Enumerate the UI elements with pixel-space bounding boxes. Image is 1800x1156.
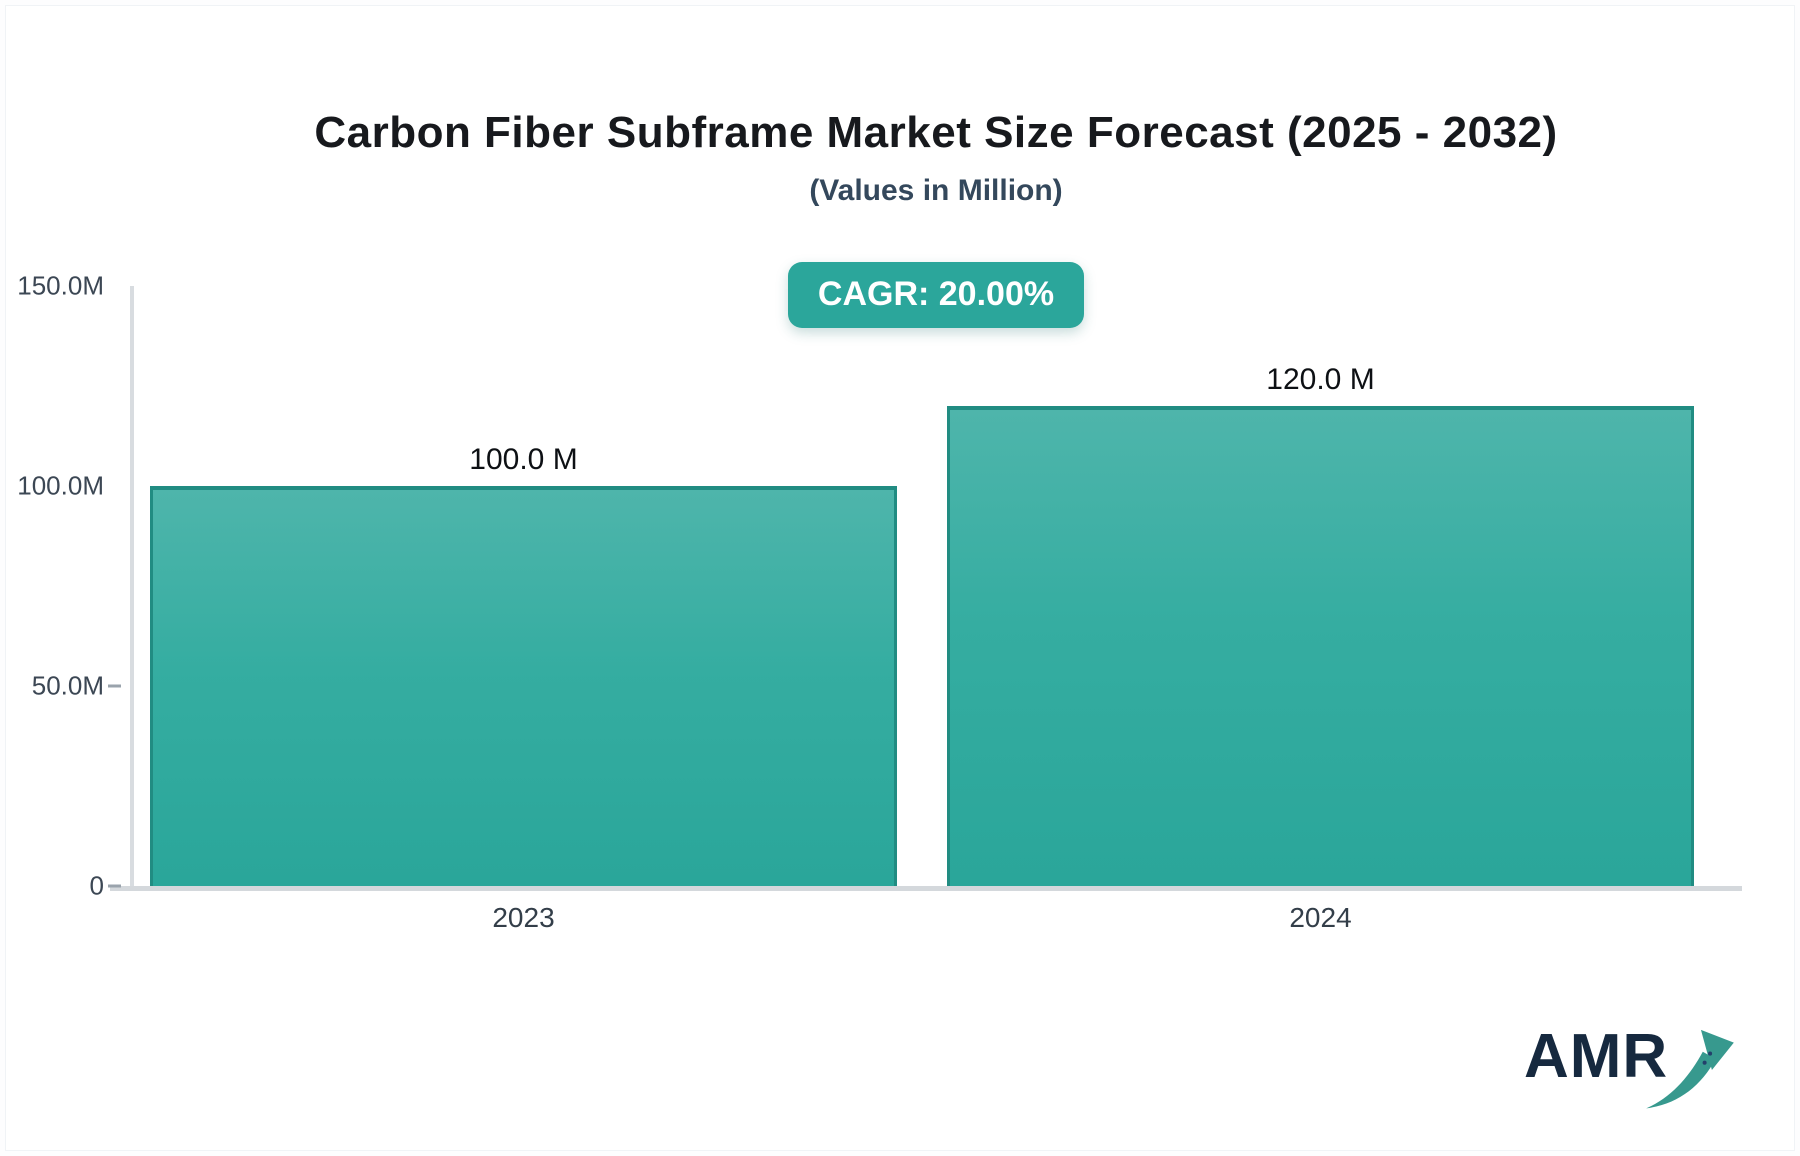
x-axis-category-label: 2024 <box>1289 902 1352 933</box>
chart-subtitle: (Values in Million) <box>809 174 1063 207</box>
x-axis-line <box>110 886 1742 891</box>
y-axis-tick-label: 0 <box>89 870 104 901</box>
bar-2024[interactable] <box>947 406 1694 886</box>
amr-logo-text: AMR <box>1524 1022 1669 1091</box>
y-axis-tick-label: 50.0M <box>31 670 104 701</box>
x-axis-category-label: 2023 <box>492 902 555 933</box>
y-axis-tick-mark <box>108 884 121 888</box>
cagr-badge: CAGR: 20.00% <box>787 262 1085 328</box>
amr-logo: AMR <box>1524 1026 1736 1117</box>
bar-2023[interactable] <box>150 486 897 886</box>
y-axis-line <box>130 286 134 888</box>
bar-value-label: 120.0 M <box>1266 363 1375 396</box>
y-axis-tick-mark <box>108 684 121 688</box>
bar-value-label: 100.0 M <box>469 443 578 476</box>
growth-arrow-icon <box>1644 1028 1736 1117</box>
y-axis-tick-label: 100.0M <box>17 470 104 501</box>
chart-title: Carbon Fiber Subframe Market Size Foreca… <box>314 108 1558 157</box>
cagr-badge-row: CAGR: 20.00% <box>130 262 1742 328</box>
y-axis-tick-label: 150.0M <box>17 270 104 301</box>
